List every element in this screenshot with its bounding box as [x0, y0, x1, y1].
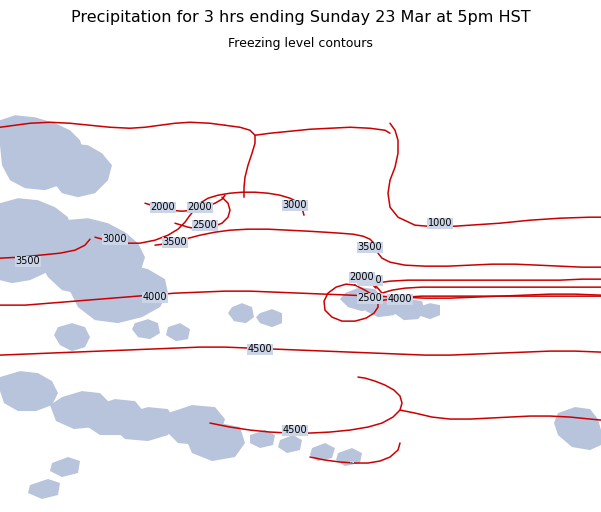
Polygon shape [340, 287, 382, 311]
Text: 1000: 1000 [428, 218, 452, 228]
Polygon shape [278, 435, 302, 453]
Polygon shape [112, 407, 175, 441]
Text: 3500: 3500 [16, 256, 40, 266]
Polygon shape [54, 323, 90, 351]
Polygon shape [310, 443, 335, 461]
Polygon shape [166, 323, 190, 341]
Polygon shape [82, 399, 145, 435]
Polygon shape [250, 430, 275, 448]
Text: 2000: 2000 [188, 202, 212, 212]
Text: 2000: 2000 [350, 272, 374, 282]
Polygon shape [554, 407, 601, 450]
Text: 3000: 3000 [282, 200, 307, 210]
Text: 4000: 4000 [143, 292, 167, 302]
Polygon shape [415, 303, 440, 319]
Text: 2500: 2500 [193, 220, 218, 230]
Polygon shape [394, 299, 425, 320]
Polygon shape [38, 218, 145, 295]
Text: 3500: 3500 [358, 242, 382, 252]
Text: Freezing level contours: Freezing level contours [228, 37, 373, 50]
Text: 1500: 1500 [358, 275, 382, 285]
Text: 4500: 4500 [248, 344, 272, 354]
Polygon shape [50, 457, 80, 477]
Text: 2000: 2000 [151, 202, 175, 212]
Text: 3500: 3500 [163, 237, 188, 247]
Polygon shape [256, 309, 282, 327]
Text: 2500: 2500 [358, 293, 382, 303]
Polygon shape [336, 448, 362, 466]
Polygon shape [0, 198, 72, 283]
Polygon shape [50, 391, 110, 429]
Polygon shape [0, 115, 85, 190]
Text: 4000: 4000 [388, 294, 412, 304]
Polygon shape [132, 319, 160, 339]
Polygon shape [164, 405, 225, 445]
Text: 4500: 4500 [350, 461, 354, 462]
Polygon shape [185, 423, 245, 461]
Polygon shape [362, 295, 400, 317]
Polygon shape [70, 263, 168, 323]
Text: 3000: 3000 [103, 234, 127, 244]
Polygon shape [50, 143, 112, 197]
Polygon shape [0, 371, 58, 411]
Text: Precipitation for 3 hrs ending Sunday 23 Mar at 5pm HST: Precipitation for 3 hrs ending Sunday 23… [71, 10, 530, 25]
Text: 4500: 4500 [282, 425, 307, 435]
Polygon shape [28, 479, 60, 499]
Polygon shape [228, 303, 254, 323]
